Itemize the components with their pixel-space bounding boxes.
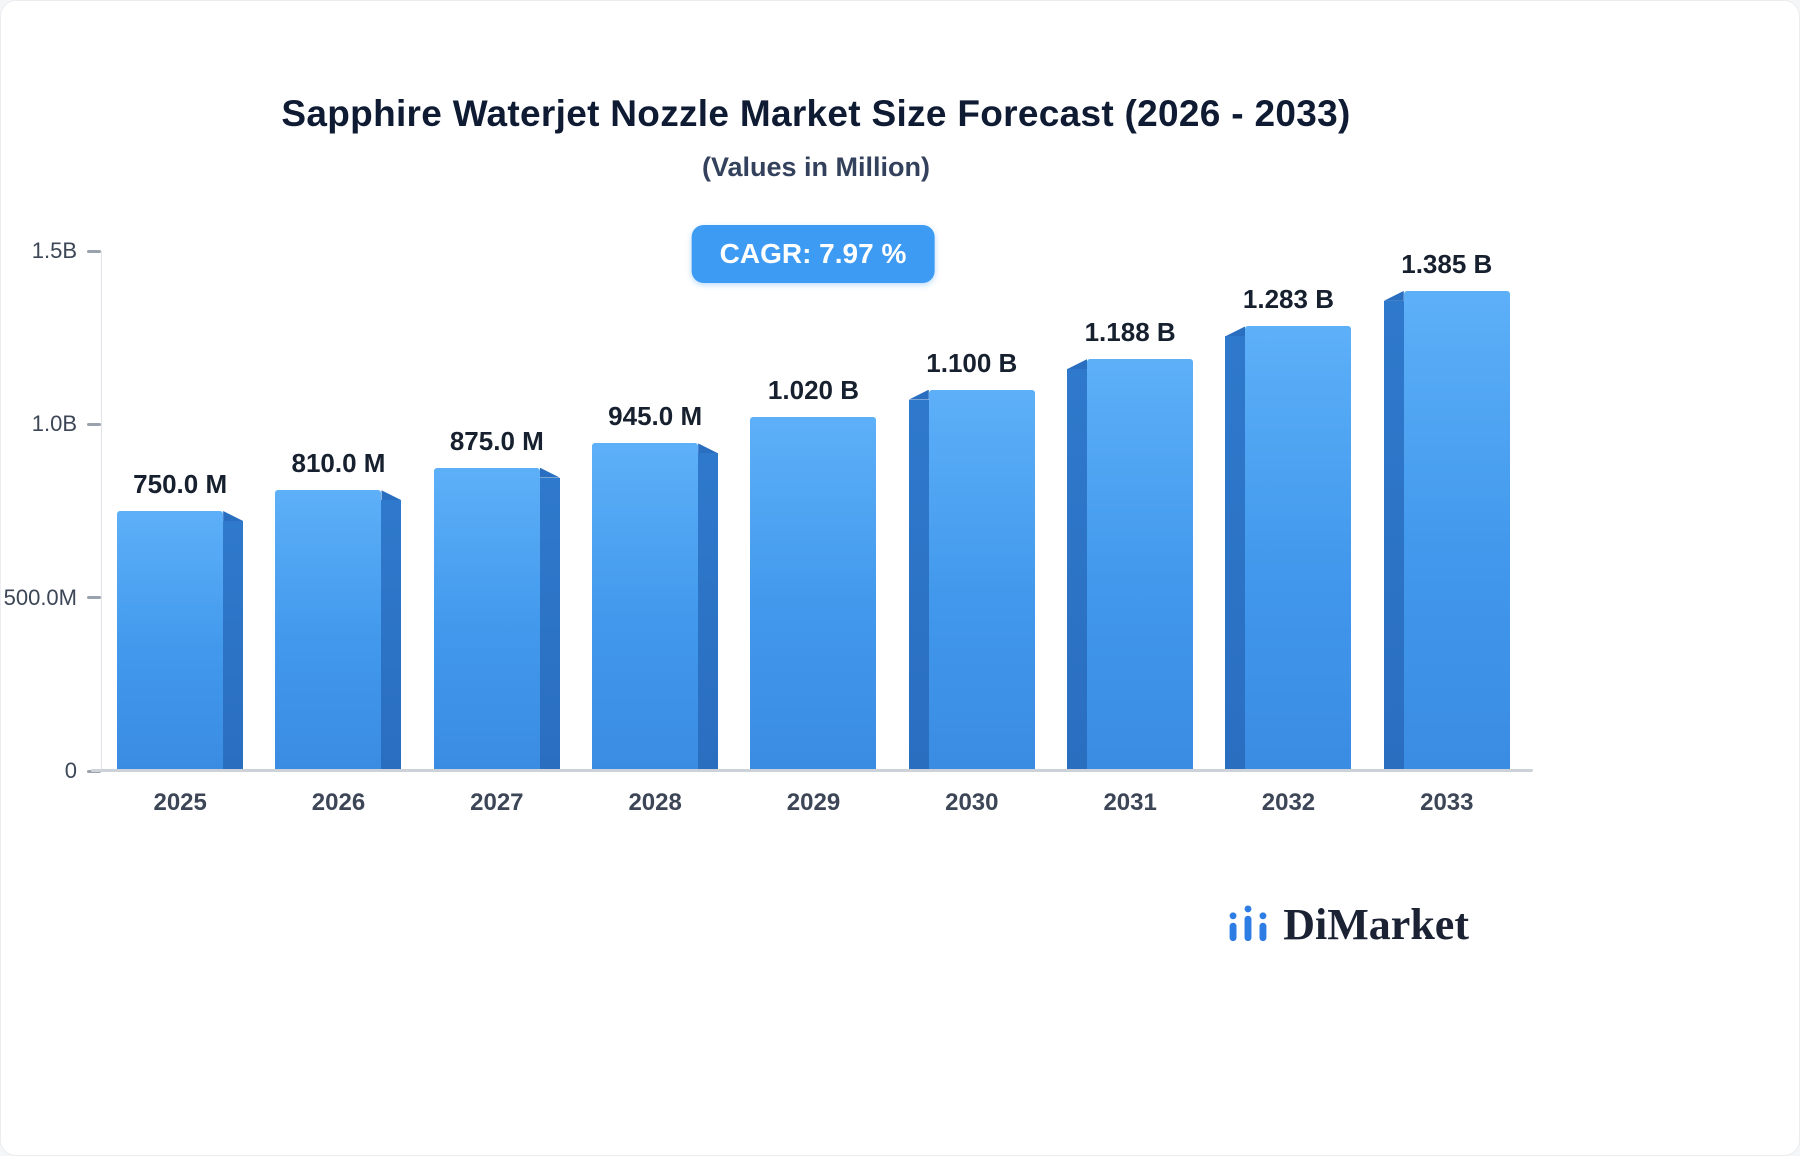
bar-2033: 1.385 B (1383, 249, 1510, 771)
bar-top-cap (1225, 326, 1246, 337)
bar-top-cap (1383, 290, 1404, 301)
bar-slot: 1.283 B (1209, 284, 1367, 771)
bar-top-cap (381, 490, 402, 501)
bar-face (433, 467, 540, 771)
bar-side-face (539, 477, 560, 771)
x-axis-label-2026: 2026 (311, 789, 366, 816)
bar-top-cap (1067, 359, 1088, 370)
plot-area: 750.0 M 810.0 M 875.0 M 945.0 M 1.020 B 1.100… (4, 238, 1526, 783)
bar-value-label: 1.100 B (926, 347, 1018, 378)
x-axis-label-2033: 2033 (1420, 789, 1474, 816)
bar-face (1403, 290, 1510, 771)
bars-container: 750.0 M 810.0 M 875.0 M 945.0 M 1.020 B 1.100… (101, 249, 1526, 771)
bar-face (117, 511, 224, 771)
bar-top-cap (908, 389, 929, 400)
bar-value-label: 1.188 B (1084, 317, 1176, 348)
y-axis-tick-1.0B: 1.0B (1, 411, 101, 437)
bar-slot: 750.0 M (101, 469, 259, 771)
bar-side-face (1383, 300, 1404, 771)
bar-2028: 945.0 M (592, 401, 719, 771)
bar-slot: 945.0 M (576, 401, 734, 771)
y-axis-tick-1.5B: 1.5B (1, 238, 101, 264)
y-axis-tick-label: 500.0M (3, 584, 77, 610)
x-axis-label-2030: 2030 (945, 789, 999, 816)
chart-title: Sapphire Waterjet Nozzle Market Size For… (281, 93, 1351, 134)
bar-slot: 1.100 B (893, 348, 1051, 771)
y-axis-tick-label: 0 (64, 758, 77, 783)
bar-value-label: 750.0 M (133, 469, 228, 499)
bar-face (275, 490, 382, 771)
cagr-badge: CAGR: 7.97 % (691, 225, 935, 283)
bar-face (592, 443, 699, 771)
bar-2032: 1.283 B (1225, 284, 1352, 771)
x-axis-label-2031: 2031 (1103, 789, 1157, 816)
bar-2029: 1.020 B (750, 375, 877, 771)
x-axis-label-2029: 2029 (786, 789, 841, 816)
bar-2025: 750.0 M (117, 469, 244, 771)
bar-side-face (223, 521, 244, 771)
bar-face (750, 417, 877, 771)
bar-top-cap (223, 511, 244, 521)
bar-value-label: 1.385 B (1401, 248, 1493, 279)
x-axis-labels: 2025 2026 2027 2028 2029 2030 2031 2032 2033 (101, 789, 1526, 817)
x-axis-label-2028: 2028 (628, 789, 682, 816)
x-axis-line (91, 769, 1533, 772)
y-axis-tick-0: 0 (1, 758, 101, 784)
x-axis-label-2027: 2027 (470, 789, 524, 816)
bar-value-label: 1.283 B (1242, 284, 1334, 315)
bar-slot: 810.0 M (259, 448, 417, 771)
bar-value-label: 875.0 M (449, 425, 544, 456)
bar-value-label: 810.0 M (291, 448, 386, 479)
chart-header: Sapphire Waterjet Nozzle Market Size For… (1, 93, 1631, 183)
x-axis-label-2032: 2032 (1261, 789, 1316, 816)
bar-value-label: 945.0 M (608, 401, 703, 432)
bar-slot: 875.0 M (418, 426, 576, 771)
y-axis-tick-mark (87, 249, 101, 253)
bar-chart-icon (1229, 904, 1267, 941)
y-axis-tick-label: 1.5B (31, 238, 77, 263)
bar-2027: 875.0 M (433, 426, 560, 771)
bar-2030: 1.100 B (908, 348, 1035, 771)
y-axis-tick-mark (87, 596, 101, 600)
bar-slot: 1.188 B (1051, 317, 1209, 771)
bar-top-cap (698, 443, 719, 454)
bar-top-cap (539, 467, 560, 478)
bar-side-face (1225, 336, 1246, 771)
y-axis-tick-mark (87, 422, 101, 426)
bar-face (928, 389, 1035, 771)
logo-text: DiMarket (1283, 900, 1469, 949)
chart-subtitle: (Values in Million) (701, 152, 931, 182)
bar-face (1087, 359, 1194, 771)
bar-value-label: 1.020 B (767, 375, 860, 406)
bar-side-face (908, 399, 929, 771)
bar-side-face (381, 500, 402, 771)
bar-face (1245, 326, 1352, 771)
dimarket-logo: DiMarket (1225, 899, 1469, 950)
bar-2031: 1.188 B (1067, 317, 1194, 771)
bar-slot: 1.020 B (734, 375, 892, 771)
bar-side-face (1067, 369, 1088, 771)
y-axis-tick-label: 1.0B (31, 411, 77, 437)
y-axis-tick-500.0M: 500.0M (1, 585, 101, 611)
bar-2026: 810.0 M (275, 448, 402, 771)
x-axis-label-2025: 2025 (153, 789, 207, 816)
bar-side-face (698, 453, 719, 771)
bar-slot: 1.385 B (1368, 249, 1526, 771)
